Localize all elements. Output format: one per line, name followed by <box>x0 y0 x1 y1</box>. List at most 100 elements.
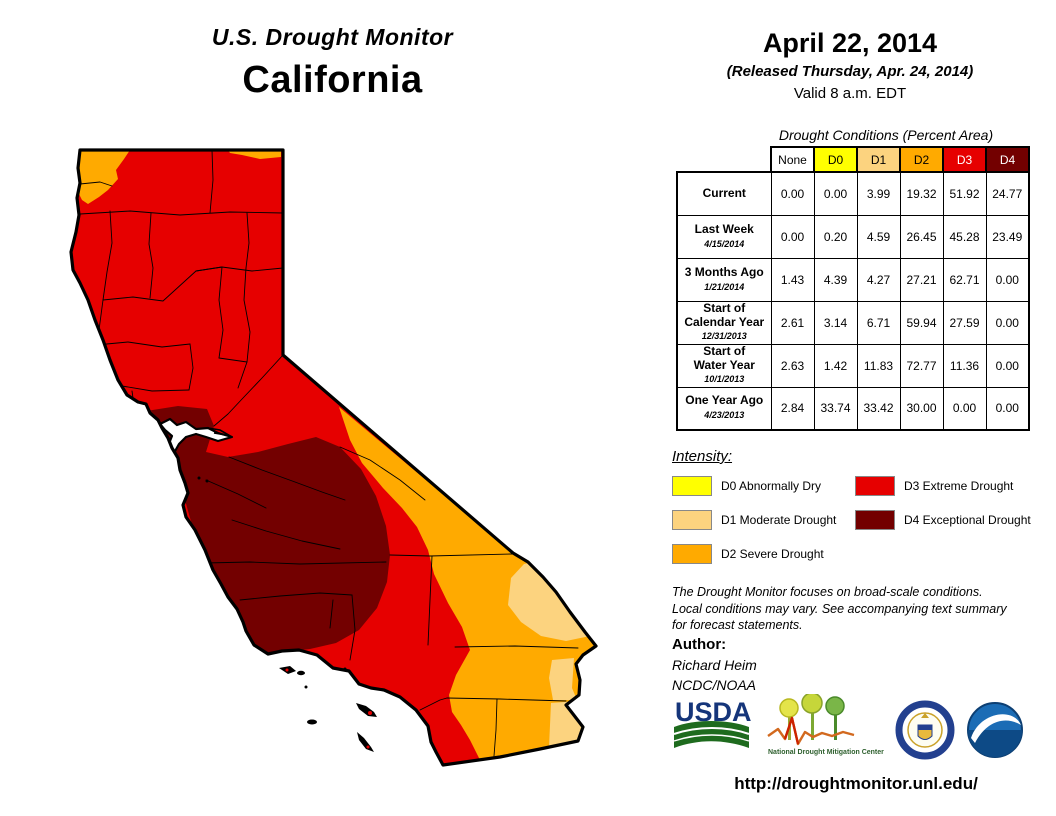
california-map <box>69 148 598 767</box>
column-header-none: None <box>770 146 815 173</box>
intensity-legend: Intensity: D0 Abnormally Dry D1 Moderate … <box>672 448 1040 577</box>
column-header-d3: D3 <box>942 146 987 173</box>
table-cell: 27.21 <box>899 257 944 302</box>
table-cell: 33.42 <box>856 386 901 431</box>
table-cell: 3.99 <box>856 171 901 216</box>
disclaimer-line: The Drought Monitor focuses on broad-sca… <box>672 585 983 599</box>
row-label: One Year Ago 4/23/2013 <box>676 386 772 431</box>
page-title: U.S. Drought Monitor <box>211 24 454 50</box>
table-cell: 30.00 <box>899 386 944 431</box>
table-cell: 27.59 <box>942 300 987 345</box>
channel-islands <box>279 666 377 752</box>
table-cell: 0.00 <box>985 257 1030 302</box>
table-cell: 0.00 <box>985 300 1030 345</box>
column-header-d0: D0 <box>813 146 858 173</box>
column-header-d2: D2 <box>899 146 944 173</box>
legend-col-left: D0 Abnormally Dry D1 Moderate Drought D2 S… <box>672 475 855 577</box>
table-cell: 3.14 <box>813 300 858 345</box>
map-date: April 22, 2014 <box>762 28 938 58</box>
table-cell: 4.59 <box>856 214 901 259</box>
drought-conditions-table: None D0 D1 D2 D3 D4 Current 0.00 0.00 3.99 19.32 5… <box>676 146 1030 431</box>
map-region-d1-colorado <box>549 658 577 700</box>
table-cell: 26.45 <box>899 214 944 259</box>
website-url: http://droughtmonitor.unl.edu/ <box>734 774 978 793</box>
state-border <box>69 148 598 767</box>
farallon-islands <box>197 476 209 483</box>
row-label: Start of Calendar Year 12/31/2013 <box>676 300 772 345</box>
legend-title: Intensity: <box>672 448 733 465</box>
table-cell: 72.77 <box>899 343 944 388</box>
table-row: Start of Calendar Year 12/31/2013 2.61 3.14 6… <box>676 300 1030 345</box>
commerce-seal-icon <box>895 700 955 760</box>
noaa-seal-icon <box>967 702 1023 758</box>
legend-item: D0 Abnormally Dry <box>672 475 855 496</box>
legend-item: D4 Exceptional Drought <box>855 509 1031 530</box>
legend-label: D3 Extreme Drought <box>904 478 1014 493</box>
row-label: Last Week 4/15/2014 <box>676 214 772 259</box>
map-region-d4-central <box>140 406 390 658</box>
table-row: Last Week 4/15/2014 0.00 0.20 4.59 26.45 45.28… <box>676 214 1030 259</box>
table-corner-blank <box>677 147 771 172</box>
county-lines <box>79 150 579 757</box>
table-cell: 4.27 <box>856 257 901 302</box>
table-cell: 33.74 <box>813 386 858 431</box>
author-heading: Author: <box>672 636 727 653</box>
legend-item: D2 Severe Drought <box>672 543 855 564</box>
legend-col-right: D3 Extreme Drought D4 Exceptional Drought <box>855 475 1031 577</box>
legend-swatch <box>855 475 895 496</box>
table-cell: 19.32 <box>899 171 944 216</box>
table-header-row: None D0 D1 D2 D3 D4 <box>677 146 1030 173</box>
table-cell: 0.00 <box>942 386 987 431</box>
table-cell: 51.92 <box>942 171 987 216</box>
legend-label: D4 Exceptional Drought <box>904 512 1031 527</box>
table-cell: 23.49 <box>985 214 1030 259</box>
row-label: Current <box>676 171 772 216</box>
table-body: Current 0.00 0.00 3.99 19.32 51.92 24.77 Last W… <box>676 171 1030 431</box>
table-cell: 2.84 <box>770 386 815 431</box>
table-row: One Year Ago 4/23/2013 2.84 33.74 33.42 30.00… <box>676 386 1030 431</box>
table-cell: 0.00 <box>985 343 1030 388</box>
table-cell: 11.36 <box>942 343 987 388</box>
map-region-d1-east <box>508 560 590 641</box>
table-cell: 59.94 <box>899 300 944 345</box>
legend-swatch <box>672 509 712 530</box>
author-block: Author: Richard Heim NCDC/NOAA <box>672 636 757 693</box>
ndmc-logo: National Drought Mitigation Center <box>767 694 884 756</box>
usda-logo: USDA <box>673 697 752 748</box>
table-row: Current 0.00 0.00 3.99 19.32 51.92 24.77 <box>676 171 1030 216</box>
map-region-d2-northwest <box>77 150 130 204</box>
legend-item: D3 Extreme Drought <box>855 475 1031 496</box>
table-cell: 4.39 <box>813 257 858 302</box>
map-region-d2-top-edge <box>228 150 281 159</box>
table-cell: 0.00 <box>813 171 858 216</box>
table-cell: 6.71 <box>856 300 901 345</box>
ndmc-logo-text: National Drought Mitigation Center <box>768 749 884 756</box>
legend-swatch <box>672 475 712 496</box>
legend-swatch <box>855 509 895 530</box>
table-cell: 2.61 <box>770 300 815 345</box>
legend-label: D0 Abnormally Dry <box>721 478 822 493</box>
disclaimer-line: Local conditions may vary. See accompany… <box>672 601 1007 616</box>
legend-label: D2 Severe Drought <box>721 546 824 561</box>
legend-swatch <box>672 543 712 564</box>
disclaimer: The Drought Monitor focuses on broad-sca… <box>672 584 1052 634</box>
author-org: NCDC/NOAA <box>672 677 757 693</box>
table-cell: 1.42 <box>813 343 858 388</box>
map-region-d2-southeast <box>339 407 596 760</box>
table-cell: 2.63 <box>770 343 815 388</box>
valid-time: Valid 8 a.m. EDT <box>793 85 907 102</box>
table-cell: 62.71 <box>942 257 987 302</box>
author-name: Richard Heim <box>672 657 757 673</box>
disclaimer-line: for forecast statements. <box>672 618 803 632</box>
row-label: 3 Months Ago 1/21/2014 <box>676 257 772 302</box>
release-date: (Released Thursday, Apr. 24, 2014) <box>726 63 974 80</box>
table-cell: 11.83 <box>856 343 901 388</box>
table-cell: 24.77 <box>985 171 1030 216</box>
logo-row: USDA National Drought Mitigation Center <box>673 694 1023 760</box>
date-block: April 22, 2014 (Released Thursday, Apr. … <box>672 28 1028 102</box>
legend-item: D1 Moderate Drought <box>672 509 855 530</box>
table-title: Drought Conditions (Percent Area) <box>778 127 994 143</box>
table-cell: 0.00 <box>770 214 815 259</box>
table-cell: 0.20 <box>813 214 858 259</box>
legend-label: D1 Moderate Drought <box>721 512 837 527</box>
